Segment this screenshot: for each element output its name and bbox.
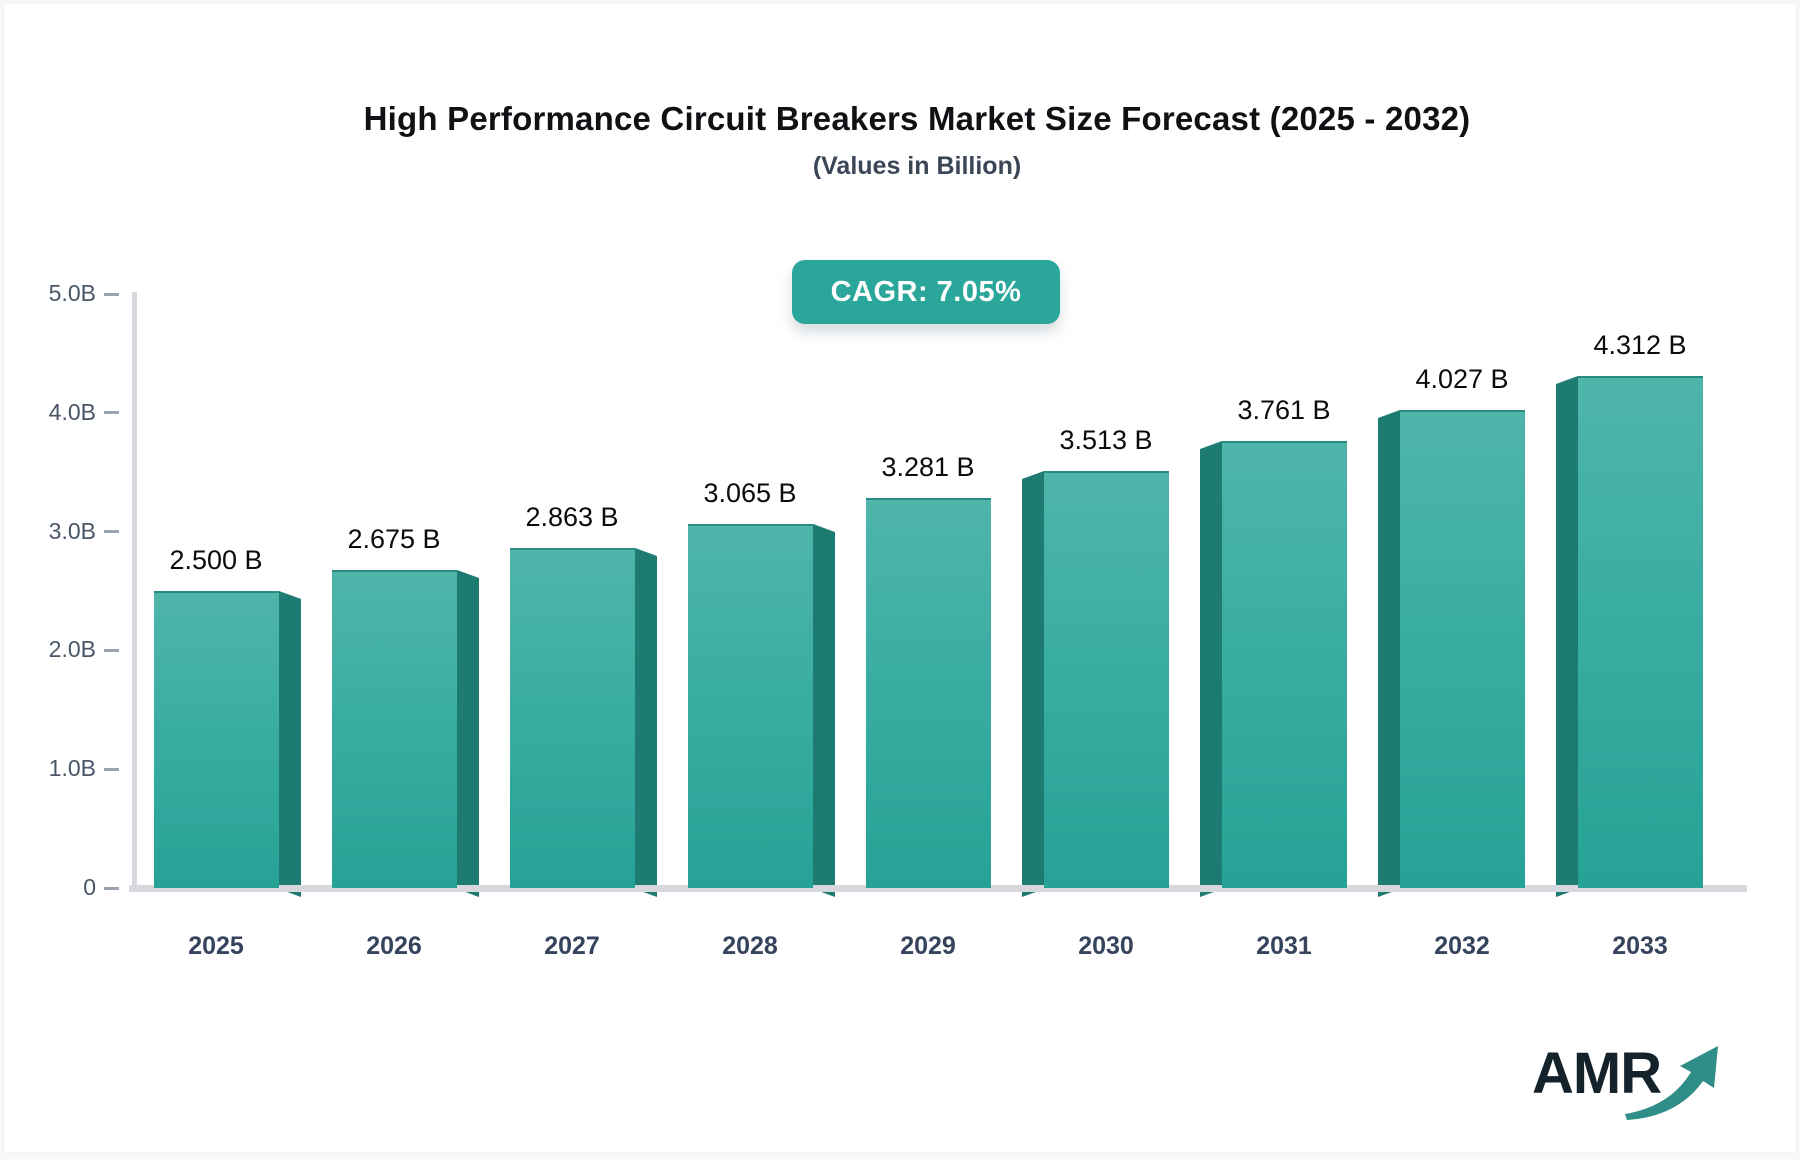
bar-side	[813, 524, 835, 897]
y-tick-label: 1.0B	[20, 755, 96, 782]
bar-value-label: 2.675 B	[294, 524, 494, 555]
y-tick	[104, 530, 119, 533]
bar-2033	[1578, 376, 1703, 888]
bar-value-label: 4.027 B	[1362, 364, 1562, 395]
bar-side	[1022, 471, 1044, 897]
y-tick	[104, 768, 119, 771]
x-axis-label: 2026	[305, 932, 483, 961]
bar-value-label: 2.863 B	[472, 502, 672, 533]
x-axis-label: 2028	[661, 932, 839, 961]
bar-value-label: 4.312 B	[1540, 330, 1740, 361]
x-axis-label: 2032	[1373, 932, 1551, 961]
bar-2030	[1044, 471, 1169, 888]
y-tick-label: 0	[20, 874, 96, 901]
bar-value-label: 3.281 B	[828, 452, 1028, 483]
bar-side	[1200, 441, 1222, 897]
y-tick	[104, 411, 119, 414]
x-axis-label: 2030	[1017, 932, 1195, 961]
bar-value-label: 3.513 B	[1006, 425, 1206, 456]
bar-value-label: 3.065 B	[650, 478, 850, 509]
x-axis-label: 2027	[483, 932, 661, 961]
bar-side	[279, 591, 301, 897]
chart-card: High Performance Circuit Breakers Market…	[3, 3, 1797, 1153]
bar-2027	[510, 548, 635, 888]
growth-arrow-icon	[1625, 1046, 1725, 1122]
bar-2026	[332, 570, 457, 888]
bar-side	[1378, 410, 1400, 897]
bar-2028	[688, 524, 813, 888]
x-axis-label: 2025	[127, 932, 305, 961]
y-tick-label: 4.0B	[20, 399, 96, 426]
y-tick	[104, 887, 119, 890]
bar-2025	[154, 591, 279, 888]
y-tick-label: 3.0B	[20, 518, 96, 545]
y-axis-line	[132, 292, 137, 892]
bar-2029	[866, 498, 991, 888]
x-axis-label: 2029	[839, 932, 1017, 961]
amr-logo: AMR	[1532, 1040, 1732, 1130]
bar-side	[635, 548, 657, 897]
bar-side	[1556, 376, 1578, 897]
bar-value-label: 3.761 B	[1184, 395, 1384, 426]
bar-2031	[1222, 441, 1347, 888]
bar-side	[457, 570, 479, 897]
bar-2032	[1400, 410, 1525, 888]
y-tick-label: 5.0B	[20, 280, 96, 307]
bar-value-label: 2.500 B	[116, 545, 316, 576]
x-axis-label: 2031	[1195, 932, 1373, 961]
y-tick	[104, 293, 119, 296]
y-tick-label: 2.0B	[20, 636, 96, 663]
x-axis-label: 2033	[1551, 932, 1729, 961]
y-tick	[104, 649, 119, 652]
